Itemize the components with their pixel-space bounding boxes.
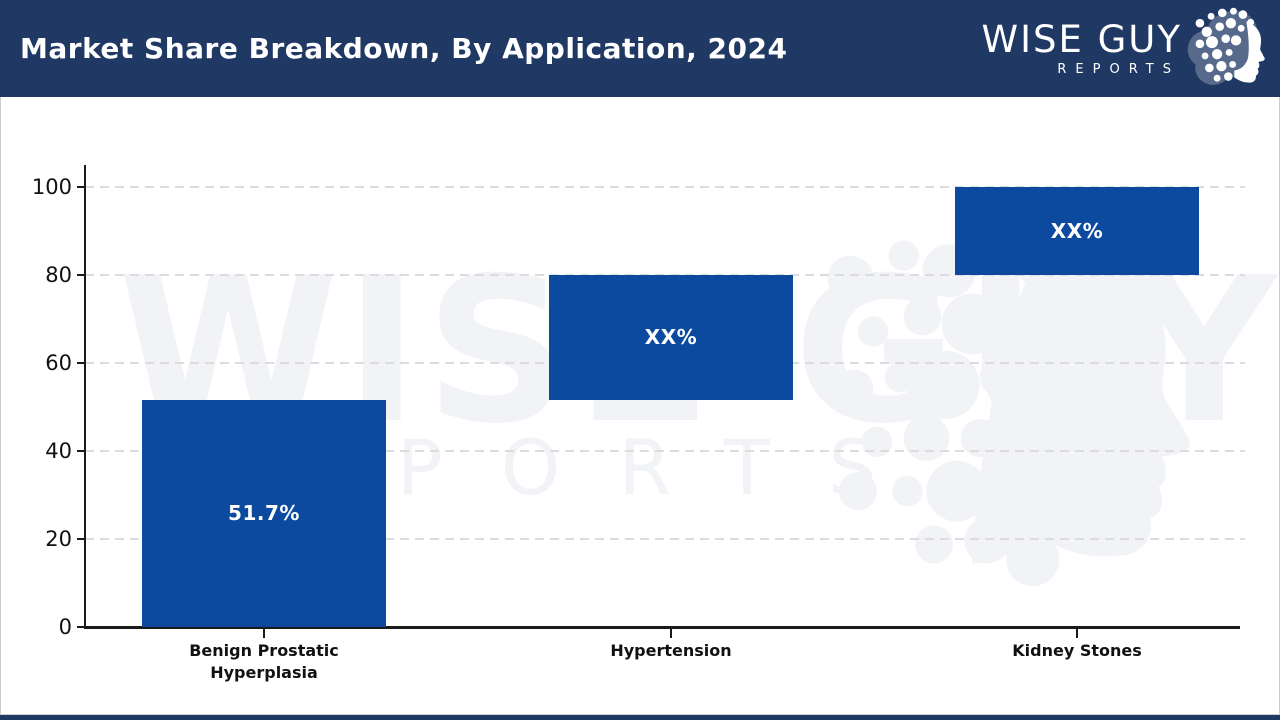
brand-face-icon [1187,7,1265,85]
y-tick-mark-80 [77,274,85,276]
y-tick-label-80: 80 [45,263,72,287]
y-tick-mark-100 [77,186,85,188]
gridline-20 [85,538,1245,540]
header-bar: Market Share Breakdown, By Application, … [0,0,1280,97]
footer-bar [0,715,1280,720]
brand-name: WISE GUY [981,18,1182,61]
category-label-benign-prostatic-hyperplasia: Benign Prostatic Hyperplasia [189,641,339,682]
bar-value-label: 51.7% [228,501,300,526]
gridline-100 [85,186,1245,188]
y-tick-label-0: 0 [58,615,72,639]
category-label-kidney-stones: Kidney Stones [1012,641,1142,660]
brand-logo: WISE GUY REPORTS [982,6,1270,92]
page-title: Market Share Breakdown, By Application, … [20,32,788,65]
bar-kidney-stones: XX% [955,187,1199,275]
bar-benign-prostatic-hyperplasia: 51.7% [142,399,386,627]
y-axis-line [84,165,86,629]
brand-logo-text: WISE GUY REPORTS [982,21,1182,77]
y-tick-label-40: 40 [45,439,72,463]
category-label-hypertension: Hypertension [610,641,732,660]
bar-value-label: XX% [1050,219,1104,243]
x-axis-line [85,626,1240,629]
y-tick-label-20: 20 [45,527,72,551]
y-tick-mark-0 [77,626,85,628]
footer-divider [0,714,1280,715]
gridline-40 [85,450,1245,452]
y-tick-label-100: 100 [31,175,72,199]
y-tick-mark-60 [77,362,85,364]
x-tick-mark-kidney-stones [1076,629,1078,638]
bar-value-label: XX% [644,325,698,350]
y-tick-label-60: 60 [45,351,72,375]
y-tick-mark-20 [77,538,85,540]
bar-hypertension: XX% [549,275,793,400]
x-tick-mark-hypertension [670,629,672,638]
brand-subtitle: REPORTS [1057,62,1180,77]
x-tick-mark-benign-prostatic-hyperplasia [263,629,265,638]
y-tick-mark-40 [77,450,85,452]
